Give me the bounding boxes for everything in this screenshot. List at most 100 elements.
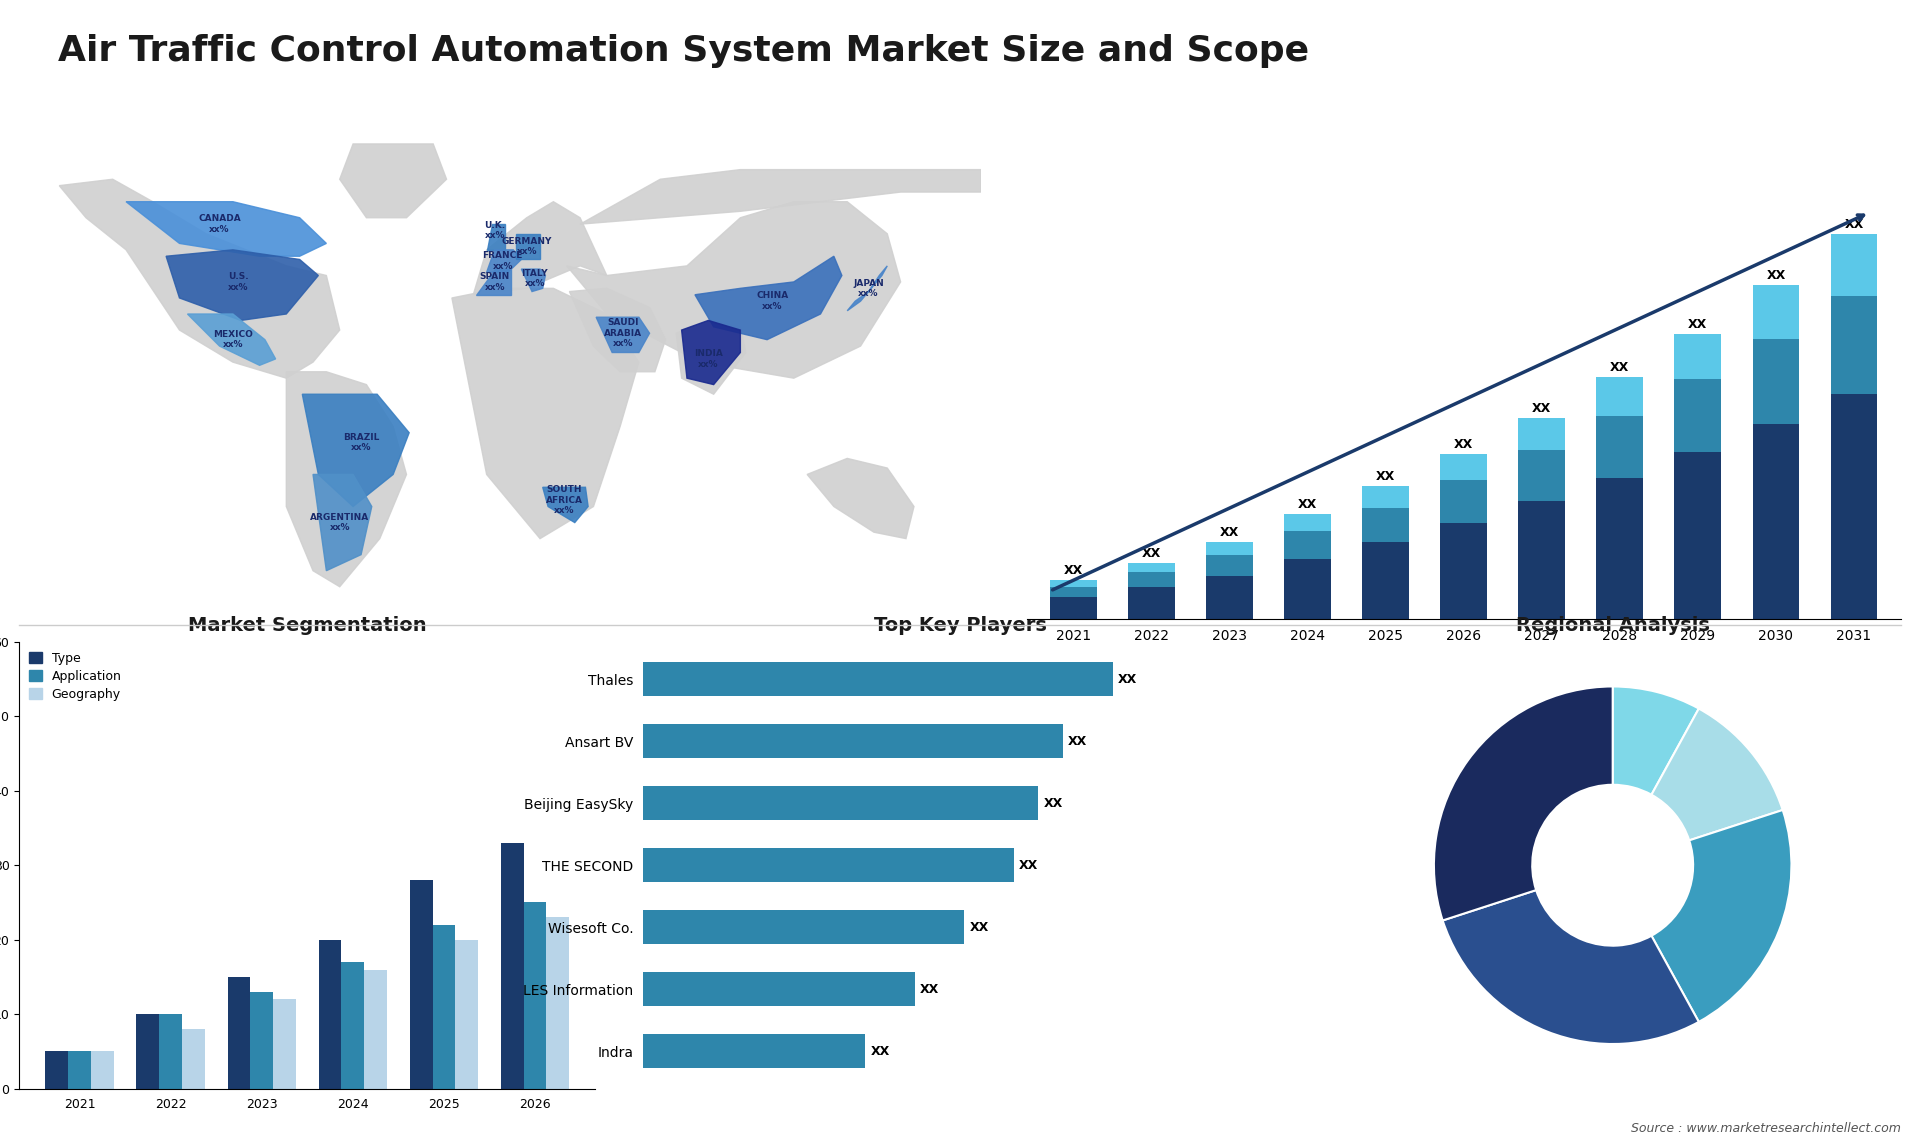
Polygon shape — [340, 144, 447, 218]
Bar — [1440, 523, 1488, 619]
Polygon shape — [522, 269, 545, 291]
Polygon shape — [676, 321, 745, 394]
Bar — [182, 1029, 205, 1089]
Text: SOUTH
AFRICA
xx%: SOUTH AFRICA xx% — [545, 485, 582, 515]
Text: XX: XX — [1766, 269, 1786, 282]
Polygon shape — [188, 314, 276, 366]
Bar — [1050, 597, 1096, 619]
Bar — [1206, 576, 1254, 619]
Bar — [1284, 531, 1331, 559]
Wedge shape — [1434, 686, 1613, 920]
Bar — [1596, 416, 1644, 478]
Text: GERMANY
xx%: GERMANY xx% — [501, 237, 551, 257]
Polygon shape — [695, 257, 841, 339]
Bar — [342, 963, 365, 1089]
Bar — [1519, 450, 1565, 501]
Text: XX: XX — [1298, 497, 1317, 511]
Bar — [69, 1052, 90, 1089]
Bar — [1050, 580, 1096, 587]
Text: CANADA
xx%: CANADA xx% — [198, 214, 240, 234]
Bar — [432, 925, 455, 1089]
Bar — [136, 1014, 159, 1089]
Text: XX: XX — [1688, 319, 1707, 331]
Bar — [1674, 379, 1722, 452]
Bar — [643, 724, 1064, 759]
Text: MEXICO
xx%: MEXICO xx% — [213, 330, 253, 350]
Bar — [1363, 542, 1409, 619]
Text: XX: XX — [920, 983, 939, 996]
Legend: Type, Application, Geography: Type, Application, Geography — [25, 647, 125, 705]
Polygon shape — [472, 202, 607, 295]
Text: FRANCE
xx%: FRANCE xx% — [482, 251, 522, 270]
Text: XX: XX — [1068, 735, 1087, 747]
Bar — [1206, 555, 1254, 576]
Text: XX: XX — [970, 920, 989, 934]
Bar — [643, 848, 1014, 882]
Text: XX: XX — [1064, 564, 1083, 578]
Text: XX: XX — [1142, 547, 1162, 560]
Wedge shape — [1651, 810, 1791, 1022]
Polygon shape — [543, 487, 588, 523]
Bar — [1753, 338, 1799, 424]
Bar — [547, 917, 568, 1089]
Text: XX: XX — [1219, 526, 1238, 539]
Wedge shape — [1651, 708, 1782, 840]
Bar — [1753, 424, 1799, 619]
Wedge shape — [1442, 890, 1699, 1044]
Bar — [1519, 418, 1565, 450]
Text: CHINA
xx%: CHINA xx% — [756, 291, 789, 311]
Bar — [365, 970, 388, 1089]
Bar — [250, 991, 273, 1089]
Polygon shape — [127, 202, 326, 257]
Text: ARGENTINA
xx%: ARGENTINA xx% — [311, 513, 369, 532]
Title: Market Segmentation: Market Segmentation — [188, 615, 426, 635]
Polygon shape — [806, 458, 914, 539]
Title: Top Key Players: Top Key Players — [874, 615, 1046, 635]
Bar — [1284, 515, 1331, 531]
Text: SPAIN
xx%: SPAIN xx% — [480, 273, 511, 291]
Bar — [228, 976, 250, 1089]
Text: XX: XX — [1043, 796, 1062, 810]
Text: ITALY
xx%: ITALY xx% — [522, 269, 547, 289]
Text: XX: XX — [1453, 438, 1473, 450]
Polygon shape — [595, 317, 649, 353]
Text: U.K.
xx%: U.K. xx% — [484, 221, 505, 241]
Text: Source : www.marketresearchintellect.com: Source : www.marketresearchintellect.com — [1630, 1122, 1901, 1135]
Polygon shape — [516, 234, 540, 259]
Bar — [643, 972, 916, 1006]
Text: JAPAN
xx%: JAPAN xx% — [852, 278, 883, 298]
Bar — [1363, 486, 1409, 508]
Text: XX: XX — [870, 1045, 889, 1058]
Bar — [1674, 335, 1722, 379]
Bar — [643, 662, 1112, 696]
Text: XX: XX — [1377, 470, 1396, 482]
Text: Air Traffic Control Automation System Market Size and Scope: Air Traffic Control Automation System Ma… — [58, 34, 1309, 69]
Bar — [643, 1035, 866, 1068]
Bar — [1129, 587, 1175, 619]
Text: XX: XX — [1020, 858, 1039, 872]
Bar — [273, 999, 296, 1089]
Bar — [1129, 563, 1175, 572]
Polygon shape — [476, 269, 511, 295]
Bar — [1440, 480, 1488, 523]
Text: INDIA
xx%: INDIA xx% — [693, 350, 722, 369]
Polygon shape — [167, 250, 319, 321]
Polygon shape — [847, 266, 887, 311]
Bar — [1830, 234, 1878, 296]
Bar — [1830, 296, 1878, 394]
Polygon shape — [313, 474, 372, 571]
Text: BRAZIL
xx%: BRAZIL xx% — [344, 433, 380, 452]
Polygon shape — [566, 202, 900, 378]
Bar — [455, 940, 478, 1089]
Bar — [1050, 587, 1096, 597]
Bar — [1284, 559, 1331, 619]
Polygon shape — [580, 170, 981, 225]
Bar — [1674, 452, 1722, 619]
Bar — [1363, 508, 1409, 542]
Bar — [1596, 478, 1644, 619]
Bar — [319, 940, 342, 1089]
Polygon shape — [486, 250, 522, 273]
Text: XX: XX — [1611, 361, 1630, 374]
Bar — [1129, 572, 1175, 587]
Text: U.S.
xx%: U.S. xx% — [228, 273, 248, 291]
